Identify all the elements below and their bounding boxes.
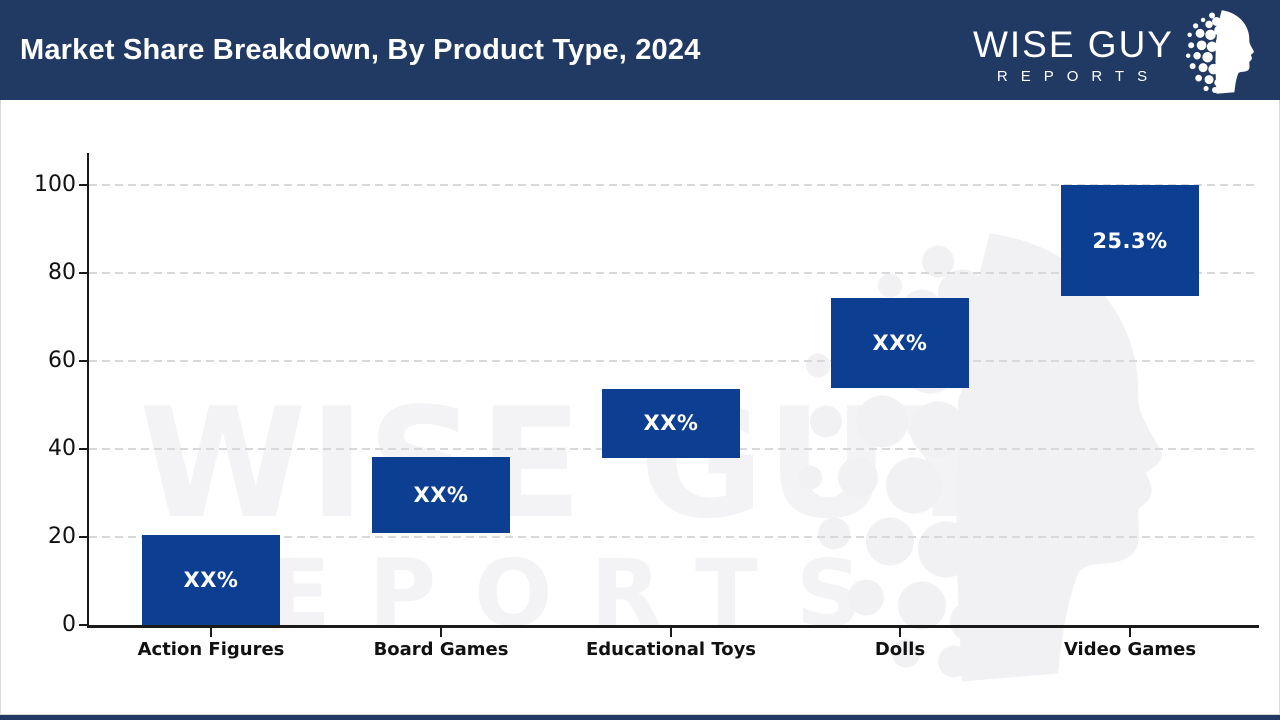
brand-logo: WISE GUY REPORTS (973, 6, 1262, 96)
footer-bar (0, 715, 1280, 720)
dotted-head-logo-icon (1185, 10, 1254, 94)
header-bar: Market Share Breakdown, By Product Type,… (0, 0, 1280, 100)
brand-subname: REPORTS (996, 68, 1161, 85)
brand-name: WISE GUY (972, 24, 1174, 65)
footer-divider (0, 714, 1280, 715)
watermark-head-icon (798, 233, 1162, 682)
brand-logo-text: WISE GUY REPORTS (973, 24, 1174, 85)
page-title: Market Share Breakdown, By Product Type,… (20, 34, 701, 66)
